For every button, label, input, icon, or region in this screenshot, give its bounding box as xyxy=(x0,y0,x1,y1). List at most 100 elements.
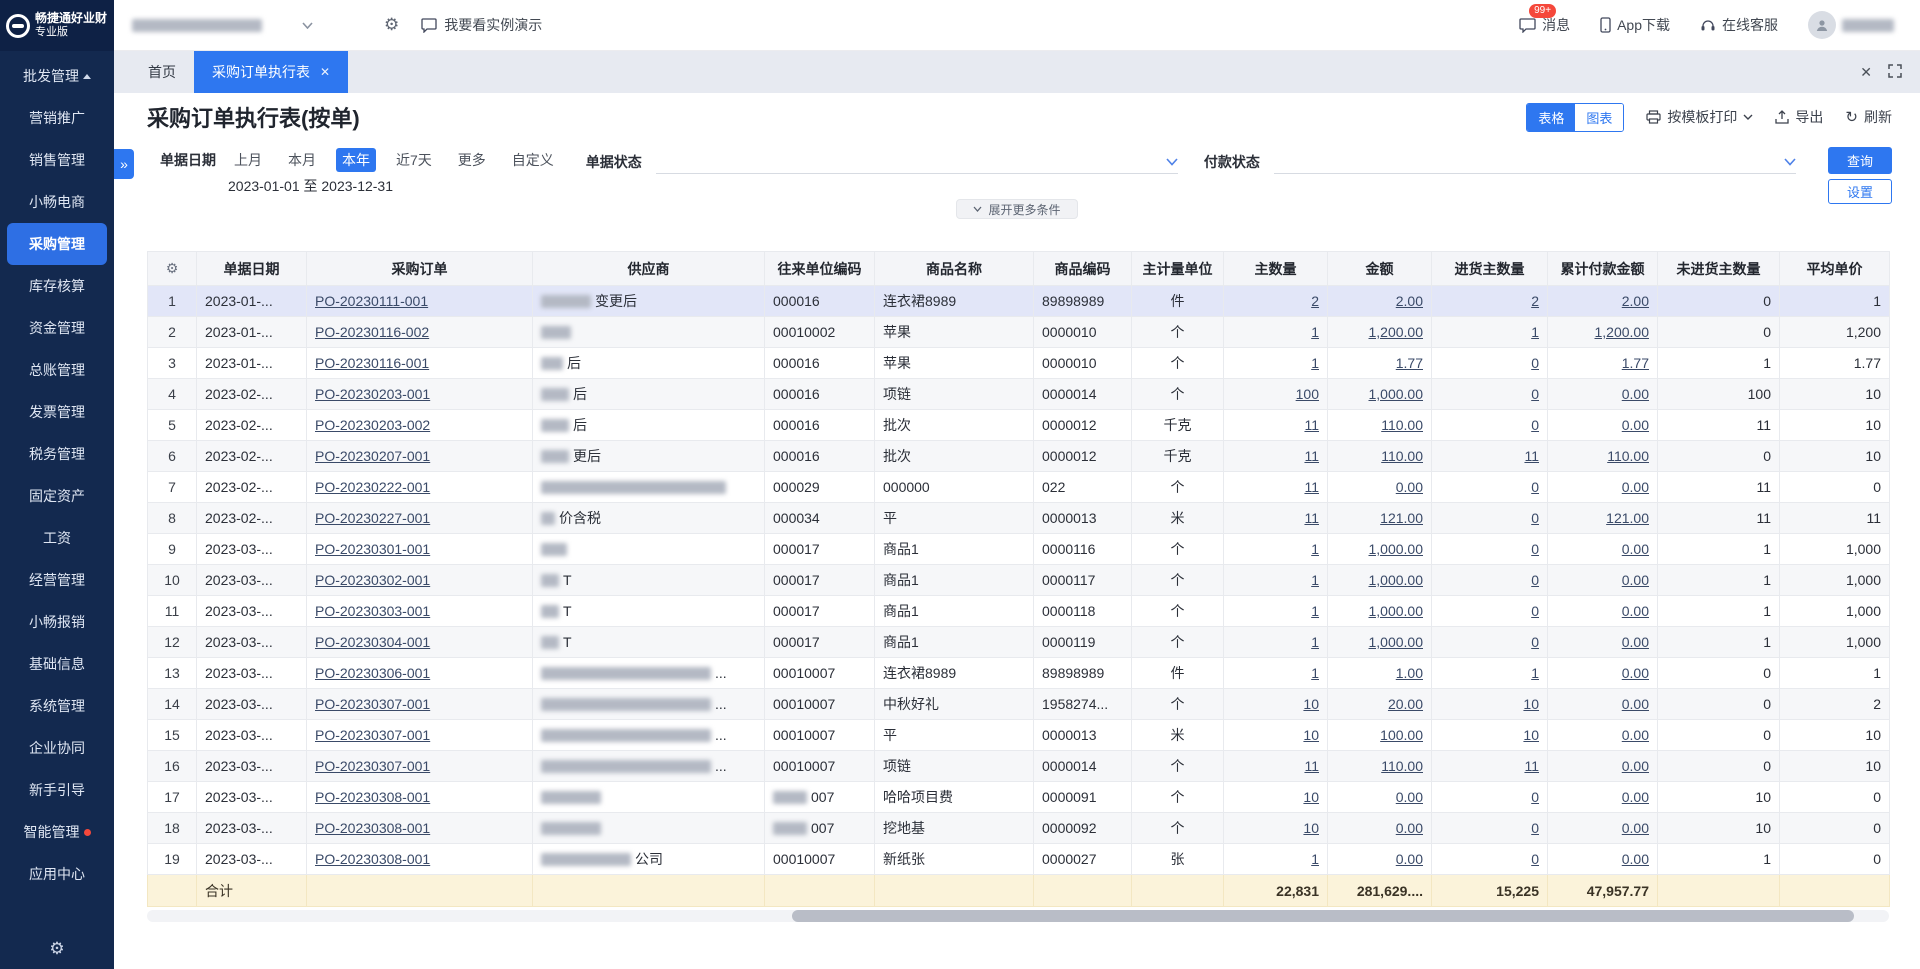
date-option[interactable]: 本年 xyxy=(336,148,376,172)
paid-amount-link[interactable]: 0.00 xyxy=(1621,634,1649,650)
received-qty-link[interactable]: 11 xyxy=(1524,448,1539,464)
sidebar-item-1[interactable]: 批发管理 xyxy=(0,55,114,97)
amount-link[interactable]: 1,000.00 xyxy=(1368,541,1424,557)
po-link[interactable]: PO-20230303-001 xyxy=(315,603,431,619)
table-row[interactable]: 6 2023-02-... PO-20230207-001 更后 000016 批次 000… xyxy=(147,440,1890,472)
table-row[interactable]: 11 2023-03-... PO-20230303-001 T 000017 商品1 00… xyxy=(147,595,1890,627)
received-qty-link[interactable]: 0 xyxy=(1531,510,1539,526)
expand-sidebar-filters-button[interactable]: » xyxy=(114,149,134,179)
sidebar-item-15[interactable]: 基础信息 xyxy=(0,643,114,685)
table-row[interactable]: 3 2023-01-... PO-20230116-001 后 000016 苹果 0000… xyxy=(147,347,1890,379)
qty-link[interactable]: 1 xyxy=(1311,851,1319,867)
amount-link[interactable]: 1.77 xyxy=(1395,355,1423,371)
received-qty-link[interactable]: 2 xyxy=(1531,293,1539,309)
sidebar-item-3[interactable]: 销售管理 xyxy=(0,139,114,181)
received-qty-link[interactable]: 0 xyxy=(1531,603,1539,619)
qty-link[interactable]: 10 xyxy=(1303,727,1319,743)
amount-link[interactable]: 1,000.00 xyxy=(1368,572,1424,588)
paid-amount-link[interactable]: 0.00 xyxy=(1621,789,1649,805)
qty-link[interactable]: 10 xyxy=(1303,789,1319,805)
column-header[interactable]: 单据日期 xyxy=(196,251,307,286)
date-option[interactable]: 本月 xyxy=(288,152,316,168)
table-row[interactable]: 4 2023-02-... PO-20230203-001 后 000016 项链 0000… xyxy=(147,378,1890,410)
received-qty-link[interactable]: 11 xyxy=(1524,758,1539,774)
paid-amount-link[interactable]: 1.77 xyxy=(1621,355,1649,371)
close-all-tabs-icon[interactable]: ✕ xyxy=(1860,63,1872,80)
column-header[interactable]: 未进货主数量 xyxy=(1657,251,1780,286)
pay-status-select[interactable] xyxy=(1273,150,1797,174)
qty-link[interactable]: 1 xyxy=(1311,634,1319,650)
tab-home[interactable]: 首页 xyxy=(148,64,176,80)
amount-link[interactable]: 1,200.00 xyxy=(1368,324,1424,340)
received-qty-link[interactable]: 0 xyxy=(1531,479,1539,495)
paid-amount-link[interactable]: 0.00 xyxy=(1621,665,1649,681)
table-row[interactable]: 10 2023-03-... PO-20230302-001 T 000017 商品1 00… xyxy=(147,564,1890,596)
received-qty-link[interactable]: 0 xyxy=(1531,541,1539,557)
sidebar-item-4[interactable]: 小畅电商 xyxy=(0,181,114,223)
amount-link[interactable]: 0.00 xyxy=(1395,789,1423,805)
qty-link[interactable]: 10 xyxy=(1303,820,1319,836)
online-support-button[interactable]: 在线客服 xyxy=(1700,15,1778,35)
qty-link[interactable]: 1 xyxy=(1311,324,1319,340)
sidebar-item-20[interactable]: 应用中心 xyxy=(0,853,114,895)
amount-link[interactable]: 100.00 xyxy=(1380,727,1423,743)
column-header[interactable]: 金额 xyxy=(1327,251,1432,286)
column-header[interactable]: 主计量单位 xyxy=(1131,251,1224,286)
sidebar-item-16[interactable]: 系统管理 xyxy=(0,685,114,727)
amount-link[interactable]: 1.00 xyxy=(1395,665,1423,681)
view-table-button[interactable]: 表格 xyxy=(1527,103,1576,131)
date-option[interactable]: 自定义 xyxy=(511,152,554,168)
horizontal-scrollbar-thumb[interactable] xyxy=(791,910,1855,922)
qty-link[interactable]: 11 xyxy=(1304,510,1319,526)
column-settings-gear-icon[interactable]: ⚙ xyxy=(147,251,197,286)
company-selector[interactable] xyxy=(132,18,362,32)
paid-amount-link[interactable]: 0.00 xyxy=(1621,572,1649,588)
qty-link[interactable]: 1 xyxy=(1311,541,1319,557)
received-qty-link[interactable]: 1 xyxy=(1531,665,1539,681)
po-link[interactable]: PO-20230308-001 xyxy=(315,789,431,805)
po-link[interactable]: PO-20230306-001 xyxy=(315,665,431,681)
table-row[interactable]: 7 2023-02-... PO-20230222-001 000029 000000 0… xyxy=(147,471,1890,503)
column-header[interactable]: 平均单价 xyxy=(1779,251,1890,286)
amount-link[interactable]: 0.00 xyxy=(1395,851,1423,867)
amount-link[interactable]: 110.00 xyxy=(1381,448,1423,464)
received-qty-link[interactable]: 0 xyxy=(1531,572,1539,588)
qty-link[interactable]: 1 xyxy=(1311,603,1319,619)
received-qty-link[interactable]: 10 xyxy=(1523,696,1539,712)
po-link[interactable]: PO-20230301-001 xyxy=(315,541,431,557)
amount-link[interactable]: 1,000.00 xyxy=(1368,634,1424,650)
amount-link[interactable]: 1,000.00 xyxy=(1368,603,1424,619)
column-header[interactable]: 商品名称 xyxy=(874,251,1034,286)
received-qty-link[interactable]: 0 xyxy=(1531,820,1539,836)
amount-link[interactable]: 121.00 xyxy=(1380,510,1423,526)
po-link[interactable]: PO-20230304-001 xyxy=(315,634,431,650)
fullscreen-icon[interactable] xyxy=(1888,63,1902,81)
po-link[interactable]: PO-20230203-002 xyxy=(315,417,431,433)
sidebar-item-11[interactable]: 固定资产 xyxy=(0,475,114,517)
paid-amount-link[interactable]: 0.00 xyxy=(1621,479,1649,495)
paid-amount-link[interactable]: 0.00 xyxy=(1621,386,1649,402)
paid-amount-link[interactable]: 0.00 xyxy=(1621,696,1649,712)
po-link[interactable]: PO-20230116-002 xyxy=(315,324,430,340)
paid-amount-link[interactable]: 121.00 xyxy=(1606,510,1649,526)
paid-amount-link[interactable]: 0.00 xyxy=(1621,851,1649,867)
doc-status-select[interactable] xyxy=(655,150,1178,174)
qty-link[interactable]: 11 xyxy=(1304,417,1319,433)
received-qty-link[interactable]: 0 xyxy=(1531,851,1539,867)
date-option[interactable]: 近7天 xyxy=(396,152,432,168)
received-qty-link[interactable]: 0 xyxy=(1531,634,1539,650)
demo-link[interactable]: 我要看实例演示 xyxy=(421,15,542,35)
date-option[interactable]: 上月 xyxy=(234,152,262,168)
tab-close-icon[interactable]: ✕ xyxy=(320,65,331,79)
sidebar-item-19[interactable]: 智能管理 xyxy=(0,811,114,853)
po-link[interactable]: PO-20230307-001 xyxy=(315,727,431,743)
po-link[interactable]: PO-20230111-001 xyxy=(315,293,429,309)
po-link[interactable]: PO-20230302-001 xyxy=(315,572,431,588)
sidebar-item-12[interactable]: 工资 xyxy=(0,517,114,559)
messages-button[interactable]: 99+ 消息 xyxy=(1519,4,1570,35)
received-qty-link[interactable]: 0 xyxy=(1531,355,1539,371)
sidebar-item-8[interactable]: 总账管理 xyxy=(0,349,114,391)
table-row[interactable]: 16 2023-03-... PO-20230307-001... 00010007 项… xyxy=(147,750,1890,782)
horizontal-scrollbar[interactable] xyxy=(147,910,1889,922)
po-link[interactable]: PO-20230308-001 xyxy=(315,820,431,836)
